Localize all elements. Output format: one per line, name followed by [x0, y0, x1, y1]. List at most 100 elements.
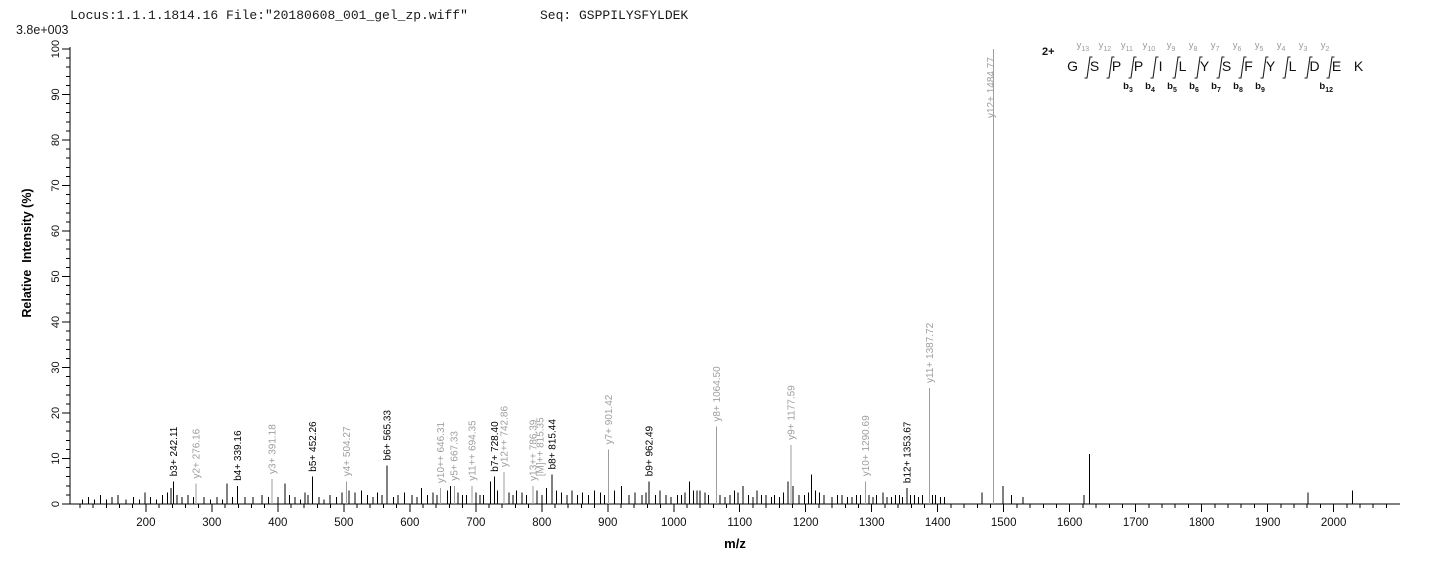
y-tick-label: 60 — [50, 225, 62, 237]
b-ion-label-b3: b3 — [1123, 81, 1133, 94]
x-tick-label: 1200 — [793, 517, 819, 529]
b-ion-label-b4: b4 — [1145, 81, 1155, 94]
x-tick-label: 1000 — [661, 517, 687, 529]
b-ion-label-b9: b9 — [1255, 81, 1265, 94]
b-ion-label-b12: b12 — [1319, 81, 1334, 94]
y-tick-label: 40 — [50, 316, 62, 328]
y-ion-label-y10: y10 — [1142, 40, 1156, 53]
y-ion-label-y8: y8 — [1188, 40, 1198, 53]
y-tick-label: 50 — [50, 270, 62, 282]
y-tick-label: 10 — [50, 452, 62, 464]
peak-label: b12+ 1353.67 — [903, 421, 914, 483]
peak-label: y11+ 1387.72 — [925, 322, 936, 383]
y-ion-label-y5: y5 — [1254, 40, 1264, 53]
residue-letter: P — [1133, 58, 1144, 74]
y-ion-label-y2: y2 — [1320, 40, 1330, 53]
x-tick-label: 600 — [400, 517, 419, 529]
peak-label: y9+ 1177.59 — [786, 385, 797, 440]
max-intensity-label: 3.8e+003 — [16, 23, 69, 37]
y-ion-label-y9: y9 — [1166, 40, 1176, 53]
residue-letter: L — [1178, 58, 1187, 74]
peak-label: y8+ 1064.50 — [712, 366, 723, 422]
peak-label: y10++ 646.31 — [436, 421, 447, 483]
b-ion-label-b7: b7 — [1211, 81, 1221, 94]
y-tick-label: 20 — [50, 407, 62, 419]
b-ion-label-b5: b5 — [1167, 81, 1177, 94]
x-tick-label: 1500 — [991, 517, 1017, 529]
peak-label: y2+ 276.16 — [192, 428, 203, 478]
x-tick-label: 1300 — [859, 517, 885, 529]
y-tick-label: 100 — [50, 40, 62, 58]
y-ion-label-y7: y7 — [1210, 40, 1220, 53]
peak-label: y7+ 901.42 — [604, 394, 615, 444]
residue-letter: Y — [1265, 58, 1276, 74]
x-tick-label: 1700 — [1123, 517, 1149, 529]
y-tick-label: 80 — [50, 134, 62, 146]
x-tick-label: 400 — [268, 517, 287, 529]
x-tick-label: 700 — [466, 517, 485, 529]
peak-label: y13++ 786.39 — [528, 419, 539, 481]
y-ion-label-y13: y13 — [1076, 40, 1090, 53]
residue-letter: D — [1309, 58, 1320, 74]
x-tick-label: 1800 — [1189, 517, 1215, 529]
peak-label: y10+ 1290.69 — [861, 415, 872, 476]
peak-label: y4+ 504.27 — [342, 426, 353, 476]
y-ion-label-y11: y11 — [1120, 40, 1133, 53]
x-tick-label: 2000 — [1321, 517, 1347, 529]
x-tick-label: 800 — [532, 517, 551, 529]
locus-file-label: Locus:1.1.1.1814.16 File:"20180608_001_g… — [70, 8, 468, 23]
peak-label: [M]++ 815.35 — [535, 417, 546, 476]
x-tick-label: 900 — [598, 517, 617, 529]
x-tick-label: 500 — [334, 517, 353, 529]
precursor-charge-label: 2+ — [1042, 46, 1055, 58]
residue-letter: S — [1089, 58, 1100, 74]
x-tick-label: 1900 — [1255, 517, 1281, 529]
y-tick-label: 70 — [50, 179, 62, 191]
residue-letter: Y — [1199, 58, 1210, 74]
y-tick-label: 30 — [50, 361, 62, 373]
peak-label: b4+ 339.16 — [233, 430, 244, 481]
y-ion-label-y3: y3 — [1298, 40, 1308, 53]
y-tick-label: 0 — [50, 501, 62, 507]
peak-label: b8+ 815.44 — [547, 419, 558, 470]
x-tick-label: 1100 — [727, 517, 752, 529]
peak-label: b7+ 728.40 — [490, 421, 501, 472]
residue-letter: E — [1331, 58, 1342, 74]
residue-letter: L — [1288, 58, 1297, 74]
x-tick-label: 1600 — [1057, 517, 1083, 529]
peptide-residue-E: E — [1326, 40, 1348, 98]
x-tick-label: 300 — [202, 517, 221, 529]
b-ion-label-b8: b8 — [1233, 81, 1243, 94]
x-axis-title: m/z — [724, 536, 746, 551]
y-ion-label-y12: y12 — [1098, 40, 1112, 53]
y-ion-label-y6: y6 — [1232, 40, 1242, 53]
x-tick-label: 1400 — [925, 517, 951, 529]
peptide-residue-K: K — [1348, 40, 1370, 98]
peak-label: b5+ 452.26 — [308, 421, 319, 472]
peak-label: y11++ 694.35 — [468, 420, 479, 481]
residue-letter: G — [1067, 58, 1078, 74]
b-ion-label-b6: b6 — [1189, 81, 1199, 94]
peak-label: y12+ 1484.77 — [986, 57, 997, 118]
y-tick-label: 90 — [50, 88, 62, 100]
peak-label: b9+ 962.49 — [645, 425, 656, 476]
residue-letter: P — [1111, 58, 1122, 74]
residue-letter: K — [1353, 58, 1364, 74]
y-ion-label-y4: y4 — [1276, 40, 1286, 53]
x-tick-label: 200 — [136, 517, 155, 529]
